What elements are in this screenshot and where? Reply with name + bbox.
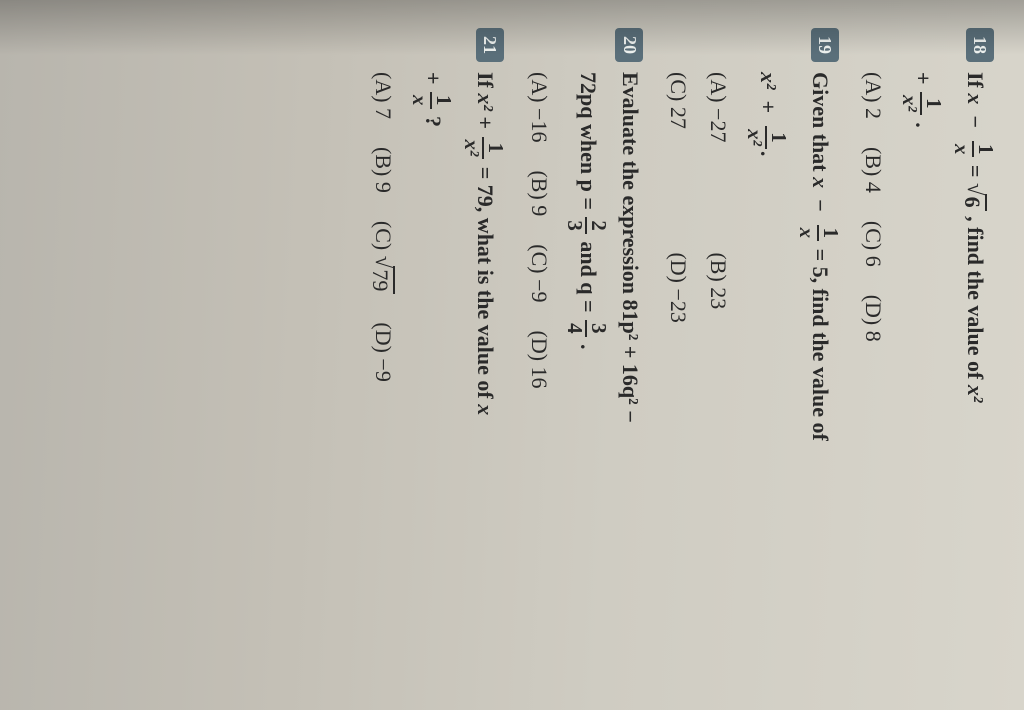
- page-shadow: [0, 0, 1024, 55]
- q18-part-b: , find the value of: [963, 216, 988, 385]
- q20-options: (A) −16 (B) 9 (C) −9 (D) 16: [524, 72, 554, 682]
- frac-den: 4: [564, 320, 588, 336]
- question-text: If x − 1 x = √ 6 , find the value of x²: [950, 72, 996, 682]
- question-number: 19: [811, 28, 839, 62]
- question-number: 20: [615, 28, 643, 62]
- q20-line1: Evaluate the expression 81p² + 16q² −: [618, 72, 643, 423]
- option-a: (A) 7: [368, 72, 398, 119]
- option-c-prefix: (C): [371, 221, 396, 256]
- q21-tail: ?: [421, 116, 446, 127]
- radicand: 79: [368, 266, 395, 294]
- frac-den: x²: [460, 137, 484, 160]
- fraction: 1 x: [795, 225, 841, 241]
- fraction: 1 x²: [898, 92, 944, 115]
- frac-den: 3: [564, 217, 588, 233]
- var-x2: x²: [756, 72, 781, 90]
- sqrt: √ 79: [368, 256, 395, 295]
- frac-num: 2: [588, 217, 610, 233]
- question-18: 18 If x − 1 x = √ 6 , find the value of …: [950, 28, 996, 682]
- question-number: 21: [476, 28, 504, 62]
- frac-num: 1: [974, 141, 996, 157]
- option-c: (C) 6: [859, 221, 889, 267]
- option-d: (D) 8: [859, 295, 889, 342]
- frac-num: 3: [588, 320, 610, 336]
- option-d: (D) −23: [663, 252, 693, 322]
- question-number: 18: [966, 28, 994, 62]
- q21-line2: + 1 x ?: [408, 72, 454, 682]
- frac-num: 1: [432, 92, 454, 108]
- option-b: (B) 9: [368, 147, 398, 193]
- q18-line2: + 1 x² .: [898, 72, 944, 682]
- radicand: 6: [960, 194, 987, 211]
- option-c: (C) √ 79: [368, 221, 398, 295]
- option-a: (A) −16: [524, 72, 554, 142]
- frac-num: 1: [484, 137, 506, 160]
- option-b: (B) 9: [524, 170, 554, 216]
- var-x: x: [963, 93, 988, 104]
- fraction: 1 x: [950, 141, 996, 157]
- question-20: 20 Evaluate the expression 81p² + 16q² −: [615, 28, 645, 682]
- q18-tail: .: [911, 122, 936, 128]
- var-x-end: x²: [963, 385, 988, 403]
- frac-den: x: [950, 141, 974, 157]
- option-b: (B) 4: [859, 147, 889, 193]
- option-c: (C) 27: [663, 72, 693, 142]
- q19-part-a: Given that: [808, 72, 833, 177]
- q19-options: (A) −27 (B) 23 (C) 27 (D) −23: [663, 72, 732, 682]
- option-d: (D) 16: [524, 331, 554, 389]
- q21-options: (A) 7 (B) 9 (C) √ 79 (D) −9: [368, 72, 398, 682]
- var-x2: x²: [473, 93, 498, 111]
- question-text: If x² + 1 x² = 79, what is the value of …: [460, 72, 506, 682]
- q18-options: (A) 2 (B) 4 (C) 6 (D) 8: [859, 72, 889, 682]
- fraction: 1 x: [408, 92, 454, 108]
- fraction: 1 x²: [743, 126, 789, 149]
- frac-num: 1: [819, 225, 841, 241]
- frac-den: x: [408, 92, 432, 108]
- question-19: 19 Given that x − 1 x = 5, find the valu…: [795, 28, 841, 682]
- question-text: Evaluate the expression 81p² + 16q² −: [616, 72, 646, 682]
- q19-part-b: = 5, find the value of: [808, 249, 833, 441]
- frac-den: x²: [743, 126, 767, 149]
- q19-line2: x² + 1 x² .: [743, 72, 789, 682]
- frac-den: x²: [898, 92, 922, 115]
- fraction-p: 2 3: [564, 217, 610, 233]
- question-text: Given that x − 1 x = 5, find the value o…: [795, 72, 841, 682]
- q20-part-b: and q =: [576, 241, 601, 318]
- q21-part-b: = 79, what is the value of: [473, 167, 498, 404]
- option-d: (D) −9: [368, 322, 398, 381]
- frac-den: x: [795, 225, 819, 241]
- option-a: (A) −27: [703, 72, 733, 142]
- option-c: (C) −9: [524, 244, 554, 302]
- var-x-end: x: [473, 404, 498, 415]
- frac-num: 1: [922, 92, 944, 115]
- option-b: (B) 23: [703, 252, 733, 322]
- q20-part-c: .: [576, 344, 601, 350]
- var-x: x: [808, 177, 833, 188]
- fraction-q: 3 4: [564, 320, 610, 336]
- fraction: 1 x²: [460, 137, 506, 160]
- frac-num: 1: [767, 126, 789, 149]
- option-a: (A) 2: [859, 72, 889, 119]
- q20-part-a: 72pq when p =: [576, 72, 601, 215]
- q18-part-a: If: [963, 72, 988, 93]
- question-21: 21 If x² + 1 x² = 79, what is the value …: [460, 28, 506, 682]
- q21-part-a: If: [473, 72, 498, 93]
- q20-line2: 72pq when p = 2 3 and q = 3 4 .: [564, 72, 610, 682]
- exam-page: 18 If x − 1 x = √ 6 , find the value of …: [0, 0, 1024, 710]
- sqrt: √ 6: [960, 183, 987, 211]
